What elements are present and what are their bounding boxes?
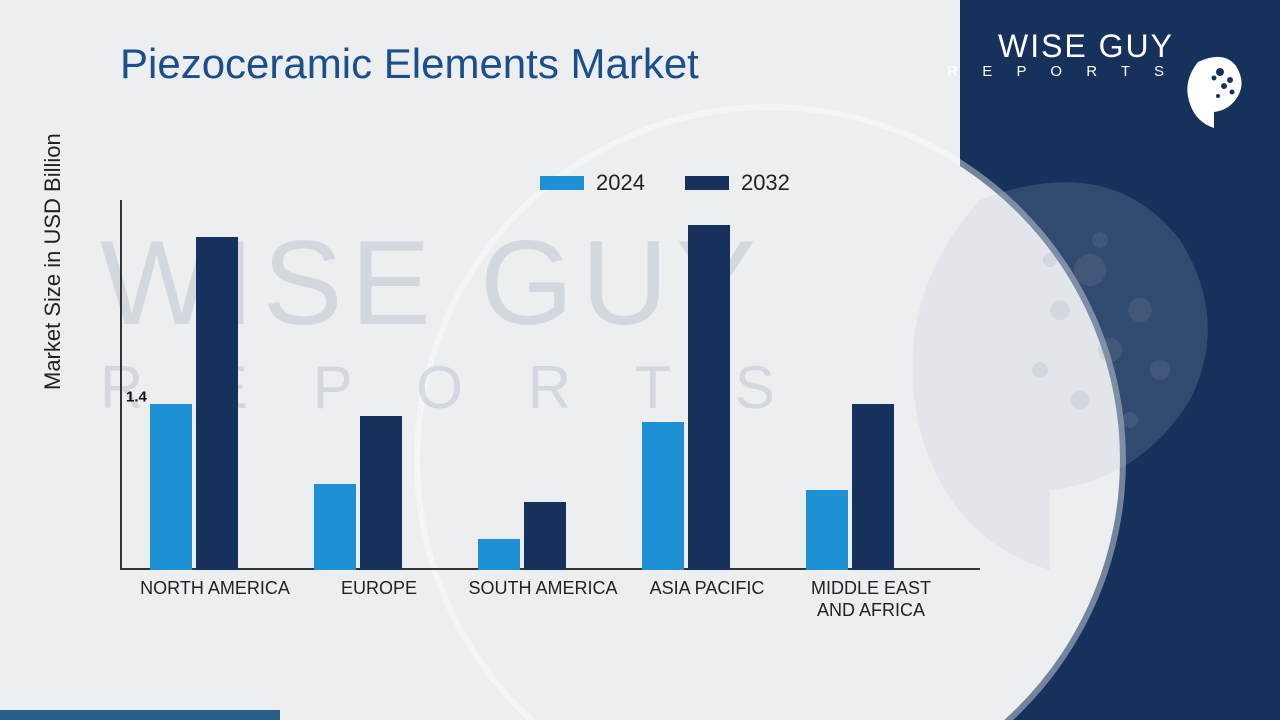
category-label: SOUTH AMERICA [468,570,618,600]
y-tick-label: 1.4 [126,389,147,406]
legend-swatch-2032 [685,176,729,190]
legend-item-2024: 2024 [540,170,645,196]
legend-label-2032: 2032 [741,170,790,196]
brand-logo: WISE GUY R E P O R T S [947,28,1250,80]
legend-swatch-2024 [540,176,584,190]
legend-label-2024: 2024 [596,170,645,196]
category-label: EUROPE [304,570,454,600]
category-label: MIDDLE EAST AND AFRICA [796,570,946,621]
bar [314,484,356,570]
bar [478,539,520,570]
bar [360,416,402,570]
bar [806,490,848,570]
logo-text-line2: R E P O R T S [947,63,1174,80]
bar [524,502,566,570]
plot-area: NORTH AMERICAEUROPESOUTH AMERICAASIA PAC… [120,200,980,570]
stage: WISE GUY R E P O R T S Piezoceramic Elem… [0,0,1280,720]
bar [196,237,238,570]
y-axis-line [120,200,122,570]
bar [688,225,730,570]
chart-area: Market Size in USD Billion 2024 2032 NOR… [50,150,980,690]
legend-item-2032: 2032 [685,170,790,196]
bar [150,404,192,571]
bar [852,404,894,571]
bottom-accent-bar [0,710,280,720]
legend: 2024 2032 [540,170,790,196]
bar [642,422,684,570]
y-axis-label: Market Size in USD Billion [40,133,66,390]
logo-text-line1: WISE GUY [947,28,1174,65]
category-label: ASIA PACIFIC [632,570,782,600]
category-label: NORTH AMERICA [140,570,290,600]
chart-title: Piezoceramic Elements Market [120,40,699,88]
